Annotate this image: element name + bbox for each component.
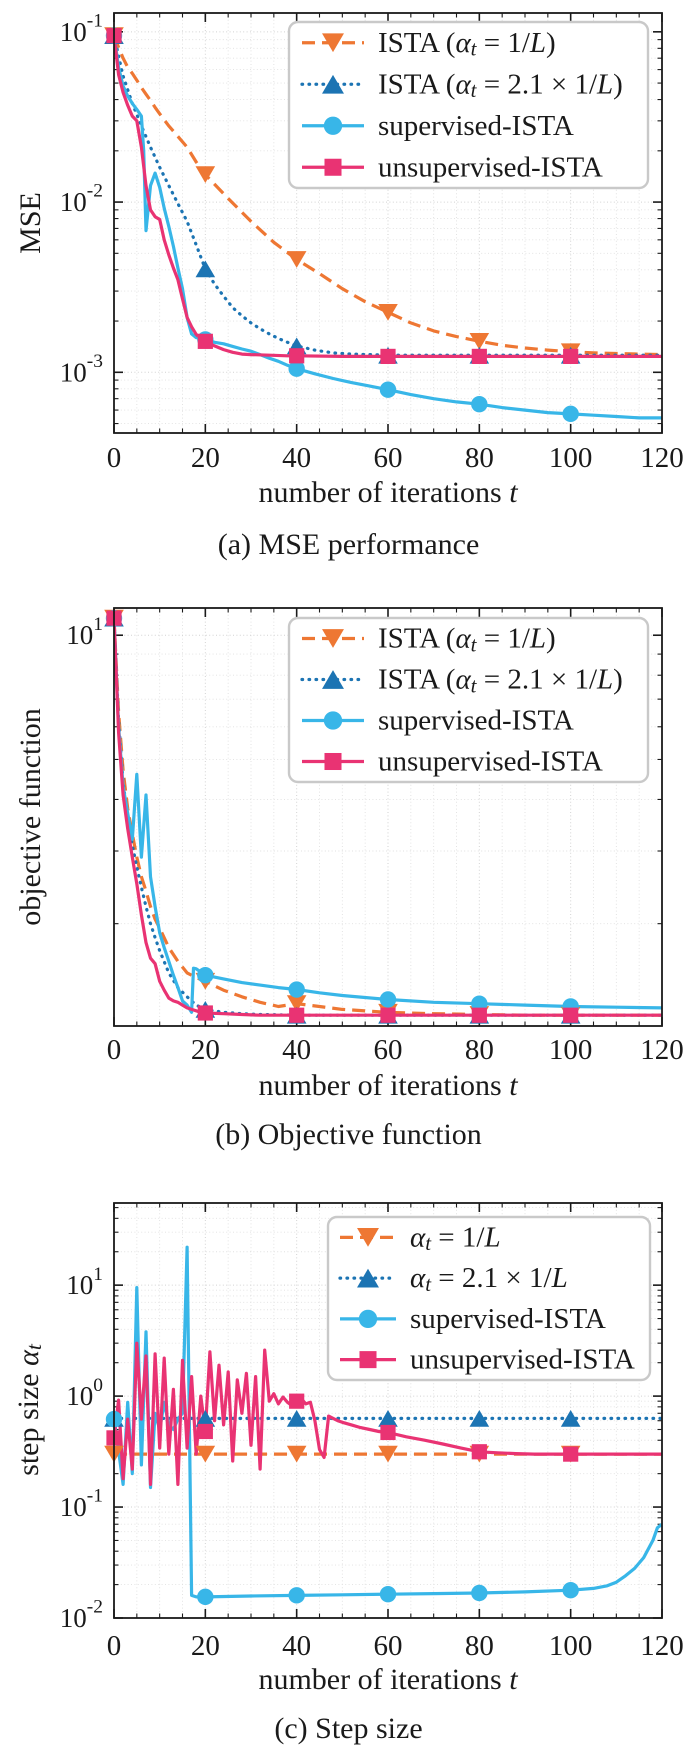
svg-text:20: 20 bbox=[191, 1034, 220, 1066]
svg-text:0: 0 bbox=[107, 1630, 122, 1662]
svg-text:αt = 1/L: αt = 1/L bbox=[410, 1221, 501, 1255]
chart-c-stepsize: 0 20 40 60 80 100 120 101 100 10-1 10-2 number of i… bbox=[12, 1202, 684, 1696]
svg-text:supervised-ISTA: supervised-ISTA bbox=[378, 705, 574, 737]
svg-text:60: 60 bbox=[374, 1034, 403, 1066]
svg-text:60: 60 bbox=[374, 1630, 403, 1662]
svg-text:objective function: objective function bbox=[14, 708, 47, 925]
svg-text:120: 120 bbox=[640, 442, 684, 474]
svg-text:10-2: 10-2 bbox=[60, 1596, 103, 1633]
svg-text:40: 40 bbox=[282, 1630, 311, 1662]
svg-text:101: 101 bbox=[66, 1263, 103, 1300]
svg-text:10-1: 10-1 bbox=[60, 1485, 103, 1522]
caption-c: (c) Step size bbox=[274, 1712, 423, 1745]
svg-text:120: 120 bbox=[640, 1034, 684, 1066]
svg-text:step size αt: step size αt bbox=[12, 1343, 47, 1476]
chart-a-mse: 0 20 40 60 80 100 120 10-1 10-2 10-3 number of ite… bbox=[14, 10, 684, 509]
svg-text:unsupervised-ISTA: unsupervised-ISTA bbox=[378, 746, 603, 778]
svg-text:80: 80 bbox=[465, 1630, 494, 1662]
svg-text:0: 0 bbox=[107, 442, 122, 474]
caption-a: (a) MSE performance bbox=[217, 528, 480, 561]
svg-text:120: 120 bbox=[640, 1630, 684, 1662]
svg-text:10-2: 10-2 bbox=[60, 180, 103, 217]
svg-text:ISTA (αt = 1/L): ISTA (αt = 1/L) bbox=[378, 623, 556, 657]
chart-b-objective: 0 20 40 60 80 100 120 101 number of iterations t… bbox=[14, 607, 684, 1102]
svg-text:60: 60 bbox=[374, 442, 403, 474]
svg-text:20: 20 bbox=[191, 442, 220, 474]
svg-text:supervised-ISTA: supervised-ISTA bbox=[410, 1303, 606, 1335]
svg-text:101: 101 bbox=[66, 613, 103, 650]
svg-text:100: 100 bbox=[549, 442, 593, 474]
svg-text:80: 80 bbox=[465, 1034, 494, 1066]
svg-text:number of iterations t: number of iterations t bbox=[258, 1663, 518, 1696]
svg-text:ISTA (αt = 2.1 × 1/L): ISTA (αt = 2.1 × 1/L) bbox=[378, 68, 623, 102]
svg-text:number of iterations t: number of iterations t bbox=[258, 476, 518, 509]
svg-text:0: 0 bbox=[107, 1034, 122, 1066]
svg-text:40: 40 bbox=[282, 442, 311, 474]
svg-text:10-1: 10-1 bbox=[60, 10, 103, 47]
svg-text:100: 100 bbox=[549, 1034, 593, 1066]
svg-text:100: 100 bbox=[549, 1630, 593, 1662]
caption-b: (b) Objective function bbox=[215, 1118, 482, 1151]
svg-text:ISTA (αt = 2.1 × 1/L): ISTA (αt = 2.1 × 1/L) bbox=[378, 664, 623, 698]
svg-text:80: 80 bbox=[465, 442, 494, 474]
svg-text:MSE: MSE bbox=[14, 192, 47, 254]
svg-text:number of iterations t: number of iterations t bbox=[258, 1069, 518, 1102]
svg-text:40: 40 bbox=[282, 1034, 311, 1066]
svg-text:20: 20 bbox=[191, 1630, 220, 1662]
svg-text:unsupervised-ISTA: unsupervised-ISTA bbox=[378, 151, 603, 183]
svg-text:supervised-ISTA: supervised-ISTA bbox=[378, 110, 574, 142]
svg-text:100: 100 bbox=[66, 1374, 103, 1411]
svg-text:αt = 2.1 × 1/L: αt = 2.1 × 1/L bbox=[410, 1262, 568, 1296]
svg-text:ISTA (αt = 1/L): ISTA (αt = 1/L) bbox=[378, 27, 556, 61]
svg-text:10-3: 10-3 bbox=[60, 350, 103, 387]
svg-text:unsupervised-ISTA: unsupervised-ISTA bbox=[410, 1344, 635, 1376]
